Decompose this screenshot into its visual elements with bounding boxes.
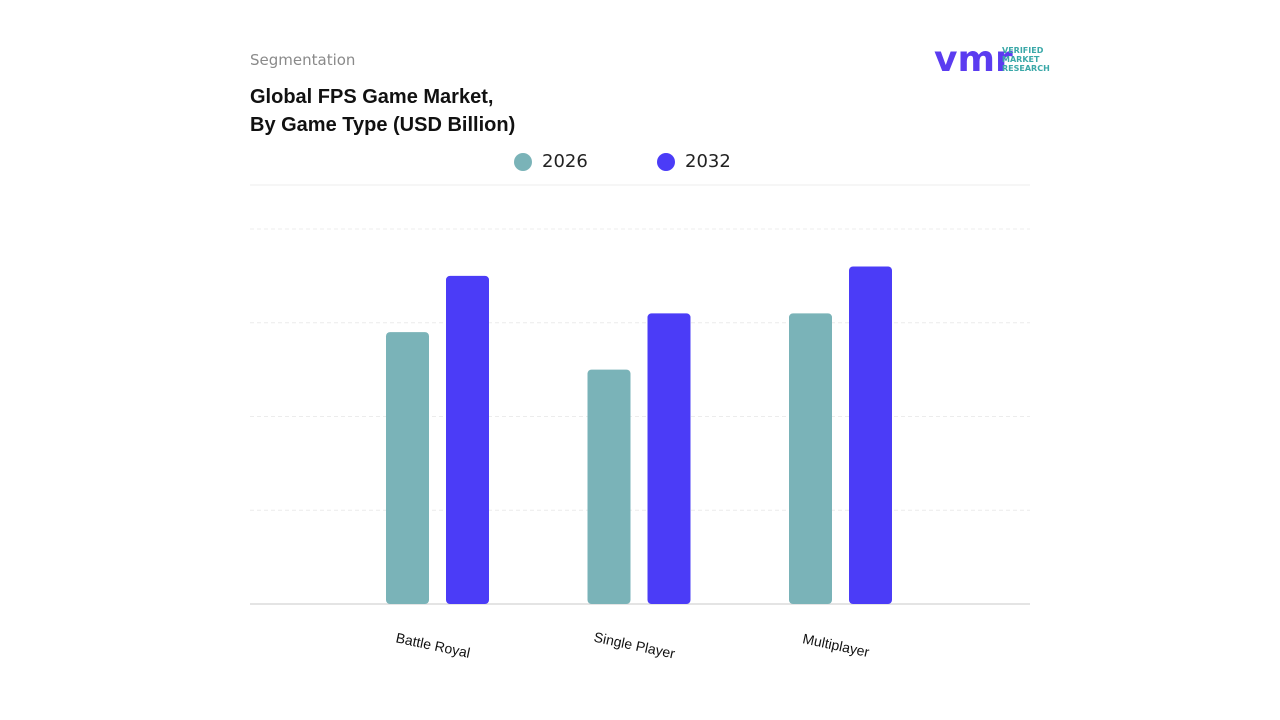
bar	[587, 369, 631, 604]
bar	[647, 313, 691, 604]
bar	[386, 332, 429, 604]
chart-title: Global FPS Game Market,	[250, 86, 493, 108]
logo-text: VERIFIED	[1002, 46, 1044, 55]
legend-label: 2032	[685, 151, 731, 172]
section-label: Segmentation	[250, 51, 355, 69]
logo-text: RESEARCH	[1002, 64, 1050, 73]
bar	[849, 266, 892, 604]
x-tick-label: Multiplayer	[801, 630, 871, 660]
legend-swatch	[514, 153, 532, 171]
legend-swatch	[657, 153, 675, 171]
bar	[446, 275, 489, 604]
chart-title: By Game Type (USD Billion)	[250, 114, 515, 136]
x-tick-label: Battle Royal	[394, 629, 471, 660]
legend-label: 2026	[542, 151, 588, 172]
x-tick-label: Single Player	[593, 629, 677, 662]
logo-text: MARKET	[1002, 55, 1040, 64]
bar	[789, 313, 832, 604]
logo-mark: vmr	[934, 39, 1013, 80]
